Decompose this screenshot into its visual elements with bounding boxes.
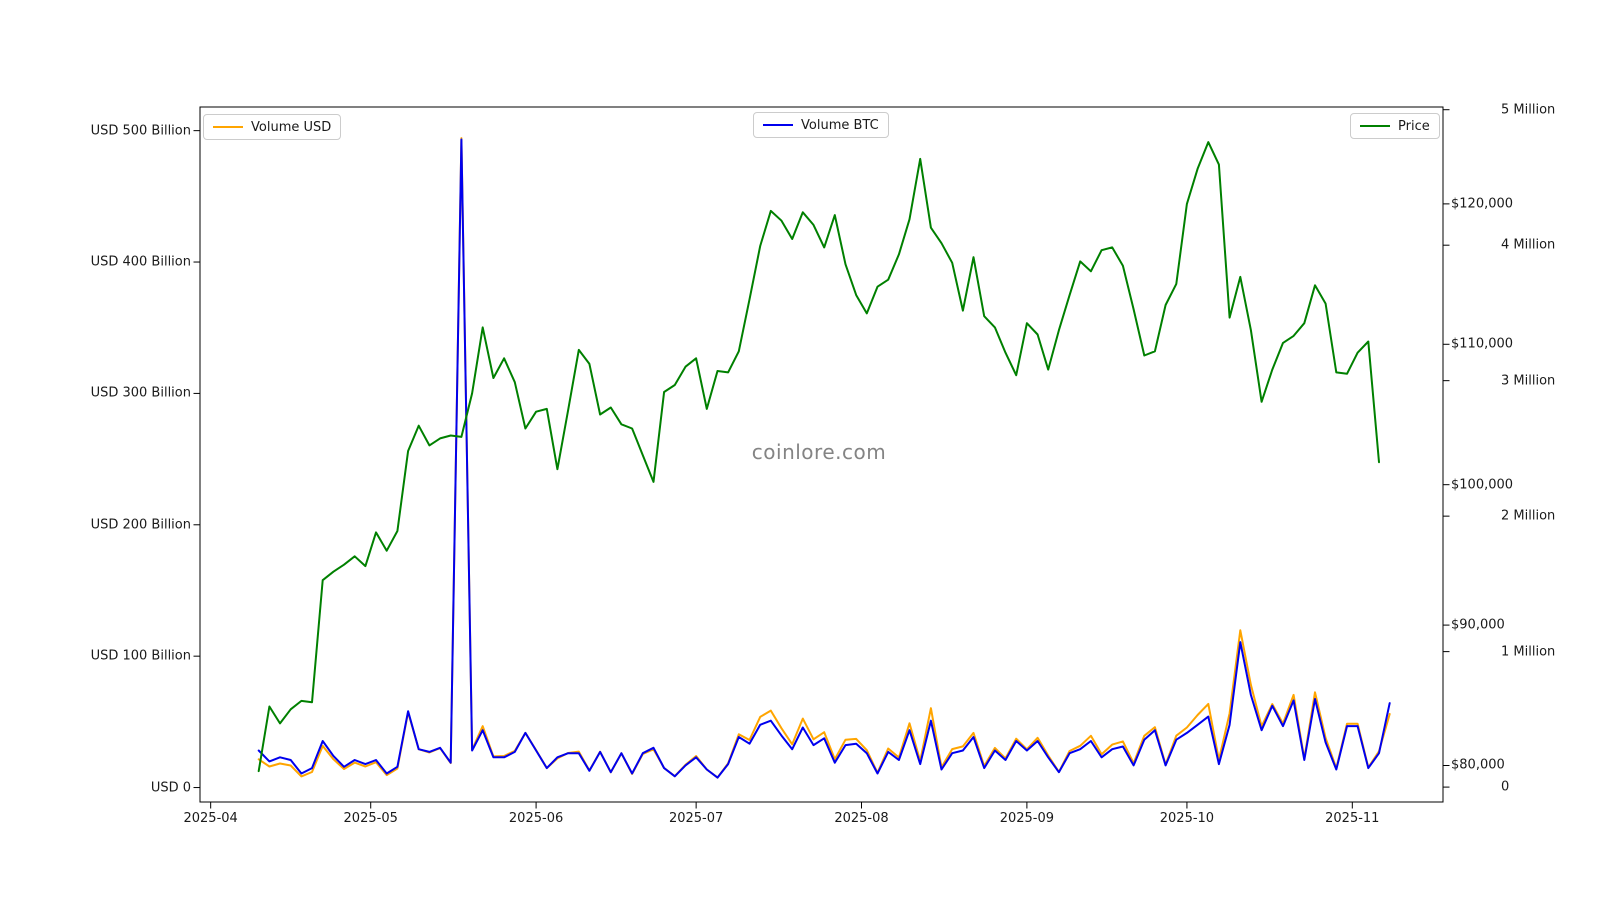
usd-tick-label: USD 0 xyxy=(150,780,191,796)
legend-line-price xyxy=(1360,125,1390,127)
legend-price: Price xyxy=(1350,113,1440,139)
usd-tick-label: USD 200 Billion xyxy=(90,517,191,533)
price-tick-label: $100,000 xyxy=(1451,477,1514,493)
btc-tick-label: 1 Million xyxy=(1501,644,1556,660)
usd-tick-label: USD 100 Billion xyxy=(90,648,191,664)
btc-tick-label: 3 Million xyxy=(1501,373,1556,389)
x-tick-label: 2025-07 xyxy=(668,811,724,826)
legend-volume-usd: Volume USD xyxy=(203,114,342,140)
legend-line-volume-btc xyxy=(763,124,793,126)
x-tick-label: 2025-08 xyxy=(834,811,889,826)
x-tick-label: 2025-11 xyxy=(1325,811,1380,826)
watermark: coinlore.com xyxy=(751,440,887,464)
volume-btc-line xyxy=(257,138,1391,779)
price-tick-label: $120,000 xyxy=(1451,196,1514,212)
price-line xyxy=(257,141,1380,773)
usd-tick-label: USD 400 Billion xyxy=(90,254,191,270)
legend-label-price: Price xyxy=(1398,118,1430,134)
legend-label-volume-btc: Volume BTC xyxy=(801,117,879,133)
price-tick-label: $110,000 xyxy=(1451,336,1514,352)
legend-line-volume-usd xyxy=(213,126,243,128)
usd-tick-label: USD 500 Billion xyxy=(90,123,191,139)
btc-tick-label: 4 Million xyxy=(1501,237,1556,253)
legend-volume-btc: Volume BTC xyxy=(753,112,889,138)
price-tick-label: $80,000 xyxy=(1451,757,1505,773)
btc-tick-label: 5 Million xyxy=(1501,102,1556,118)
btc-tick-label: 2 Million xyxy=(1501,508,1556,524)
plot-border xyxy=(199,106,1444,803)
x-tick-label: 2025-10 xyxy=(1159,811,1215,826)
x-tick-label: 2025-09 xyxy=(999,811,1055,826)
x-tick-label: 2025-04 xyxy=(183,811,238,826)
x-tick-label: 2025-06 xyxy=(508,811,564,826)
usd-tick-label: USD 300 Billion xyxy=(90,385,191,401)
btc-tick-label: 0 xyxy=(1501,779,1510,795)
price-tick-label: $90,000 xyxy=(1451,617,1505,633)
legend-label-volume-usd: Volume USD xyxy=(251,119,332,135)
x-tick-label: 2025-05 xyxy=(343,811,398,826)
